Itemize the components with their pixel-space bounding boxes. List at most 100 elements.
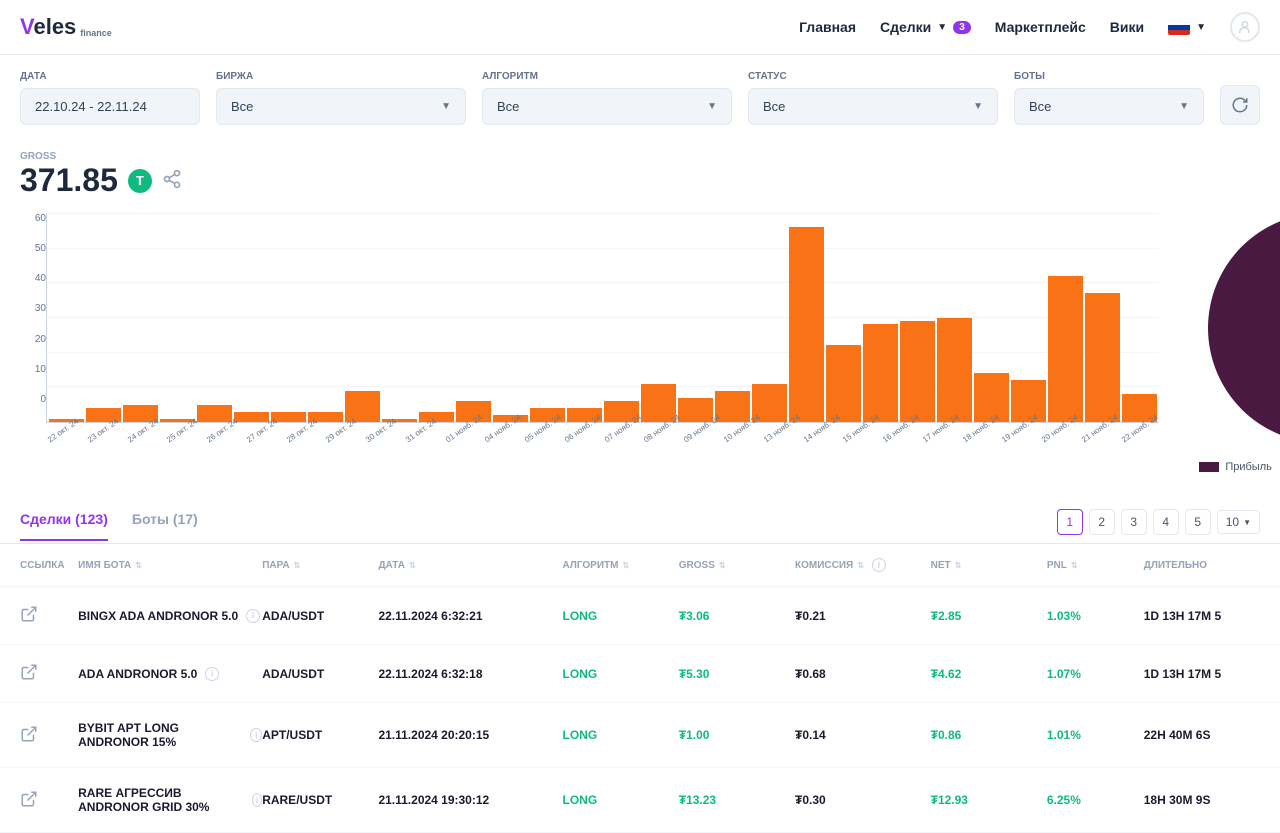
gross-section: GROSS 371.85 T — [0, 141, 1280, 203]
cell-dur: 18H 30M 9S — [1144, 793, 1260, 807]
filter-date-label: ДАТА — [20, 71, 200, 82]
info-icon[interactable]: i — [252, 793, 262, 807]
th-net[interactable]: NET⇅ — [931, 558, 1047, 572]
th-pnl-label: PNL — [1047, 560, 1067, 571]
chevron-down-icon: ▼ — [1196, 22, 1206, 33]
page-5[interactable]: 5 — [1185, 509, 1211, 535]
currency-badge: T — [128, 169, 152, 193]
th-pair-label: ПАРА — [262, 560, 289, 571]
pie-legend: Прибыль Убыток Комиссия USD — [1199, 455, 1280, 479]
th-algo[interactable]: АЛГОРИТМ⇅ — [563, 558, 679, 572]
header: Veles finance Главная Сделки ▼ 3 Маркетп… — [0, 0, 1280, 55]
nav-home[interactable]: Главная — [799, 19, 856, 35]
refresh-button[interactable] — [1220, 85, 1260, 125]
th-pnl[interactable]: PNL ⇅ — [1047, 558, 1144, 572]
gross-value: 371.85 — [20, 162, 118, 199]
page-4[interactable]: 4 — [1153, 509, 1179, 535]
th-link: ССЫЛКА — [20, 558, 78, 572]
share-icon — [162, 169, 182, 189]
cell-dur: 22H 40M 6S — [1144, 728, 1260, 742]
external-link-icon[interactable] — [20, 725, 38, 746]
chart-bar[interactable] — [715, 391, 750, 422]
tab-deals[interactable]: Сделки (123) — [20, 511, 108, 541]
cell-comm: ₮0.14 — [795, 728, 931, 742]
page-size-select[interactable]: 10▼ — [1217, 510, 1260, 534]
th-pair[interactable]: ПАРА⇅ — [262, 558, 378, 572]
th-date[interactable]: ДАТА⇅ — [378, 558, 562, 572]
chart-bar[interactable] — [900, 321, 935, 422]
cell-bot: RARE АГРЕССИВ ANDRONOR GRID 30%i — [78, 786, 262, 814]
external-link-icon[interactable] — [20, 663, 38, 684]
cell-algo: LONG — [563, 667, 679, 681]
cell-comm: ₮0.30 — [795, 793, 931, 807]
filter-status-label: СТАТУС — [748, 71, 998, 82]
user-avatar[interactable] — [1230, 12, 1260, 42]
info-icon[interactable]: i — [205, 667, 219, 681]
filter-exchange-value: Все — [231, 99, 253, 114]
cell-bot: BINGX ADA ANDRONOR 5.0i — [78, 609, 262, 623]
tab-bots[interactable]: Боты (17) — [132, 511, 198, 541]
share-button[interactable] — [162, 169, 182, 192]
nav-deals-label: Сделки — [880, 19, 931, 35]
th-dur[interactable]: ДЛИТЕЛЬНО — [1144, 558, 1260, 572]
info-icon[interactable]: i — [872, 558, 886, 572]
cell-algo: LONG — [563, 793, 679, 807]
filter-bots-value: Все — [1029, 99, 1051, 114]
th-net-label: NET — [931, 560, 951, 571]
th-bot-label: ИМЯ БОТА — [78, 560, 131, 571]
cell-date: 21.11.2024 19:30:12 — [378, 793, 562, 807]
cell-net: ₮2.85 — [931, 609, 1047, 623]
logo-subtitle: finance — [80, 28, 112, 38]
filter-date[interactable]: 22.10.24 - 22.11.24 — [20, 88, 200, 125]
cell-net: ₮0.86 — [931, 728, 1047, 742]
info-icon[interactable]: i — [250, 728, 262, 742]
filter-bots[interactable]: Все ▼ — [1014, 88, 1204, 125]
external-link-icon[interactable] — [20, 605, 38, 626]
nav-deals[interactable]: Сделки ▼ 3 — [880, 19, 971, 35]
th-algo-label: АЛГОРИТМ — [563, 560, 619, 571]
user-icon — [1237, 19, 1253, 35]
th-comm[interactable]: КОМИССИЯ⇅i — [795, 558, 931, 572]
filter-status[interactable]: Все ▼ — [748, 88, 998, 125]
sort-icon: ⇅ — [1071, 561, 1078, 570]
external-link-icon[interactable] — [20, 790, 38, 811]
chart-bar[interactable] — [826, 345, 861, 422]
nav-wiki[interactable]: Вики — [1110, 19, 1144, 35]
pie-chart: Прибыль Убыток Комиссия USD — [1199, 213, 1280, 479]
gross-label: GROSS — [20, 151, 1260, 162]
chart-bar[interactable] — [789, 227, 824, 422]
filter-algo[interactable]: Все ▼ — [482, 88, 732, 125]
chart-bar[interactable] — [1048, 276, 1083, 422]
th-gross[interactable]: GROSS⇅ — [679, 558, 795, 572]
th-date-label: ДАТА — [378, 560, 405, 571]
filter-exchange[interactable]: Все ▼ — [216, 88, 466, 125]
sort-icon: ⇅ — [622, 561, 629, 570]
cell-algo: LONG — [563, 609, 679, 623]
chart-bar[interactable] — [937, 318, 972, 423]
page-3[interactable]: 3 — [1121, 509, 1147, 535]
cell-net: ₮12.93 — [931, 793, 1047, 807]
cell-bot: ADA ANDRONOR 5.0i — [78, 667, 262, 681]
chart-bar[interactable] — [1085, 293, 1120, 422]
cell-algo: LONG — [563, 728, 679, 742]
sort-icon: ⇅ — [719, 561, 726, 570]
page-1[interactable]: 1 — [1057, 509, 1083, 535]
info-icon[interactable]: i — [246, 609, 260, 623]
chevron-down-icon: ▼ — [1179, 101, 1189, 112]
chart-bar[interactable] — [197, 405, 232, 422]
table-row: BINGX ADA ANDRONOR 5.0i ADA/USDT 22.11.2… — [0, 587, 1280, 645]
bar-chart-x-axis: 22 окт. 2423 окт. 2424 окт. 2425 окт. 24… — [20, 423, 1159, 446]
cell-gross: ₮13.23 — [679, 793, 795, 807]
th-bot[interactable]: ИМЯ БОТА⇅ — [78, 558, 262, 572]
logo[interactable]: Veles finance — [20, 14, 112, 40]
chevron-down-icon: ▼ — [441, 101, 451, 112]
nav-marketplace[interactable]: Маркетплейс — [995, 19, 1086, 35]
cell-pnl: 1.01% — [1047, 728, 1144, 742]
chevron-down-icon: ▼ — [707, 101, 717, 112]
filter-exchange-label: БИРЖА — [216, 71, 466, 82]
table-row: ADA ANDRONOR 5.0i ADA/USDT 22.11.2024 6:… — [0, 645, 1280, 703]
page-2[interactable]: 2 — [1089, 509, 1115, 535]
chart-bar[interactable] — [863, 324, 898, 422]
language-selector[interactable]: ▼ — [1168, 20, 1206, 35]
th-comm-label: КОМИССИЯ — [795, 560, 853, 571]
